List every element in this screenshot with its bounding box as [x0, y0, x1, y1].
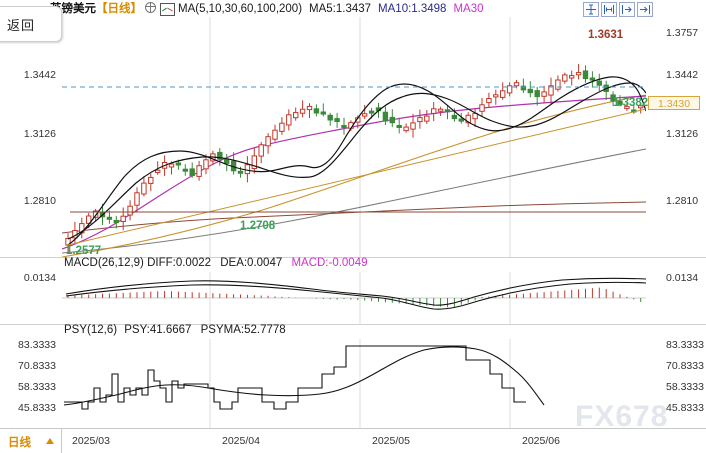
psyma-value: PSYMA:52.7778: [200, 324, 286, 336]
psy-axis-right-3: 45.8333: [666, 402, 704, 414]
sort-ascending-icon[interactable]: [46, 438, 54, 444]
price-axis-right-3: 1.2810: [666, 195, 699, 207]
annotation-high-1: 1.3631: [588, 29, 624, 41]
ma10-value: MA10:1.3498: [378, 3, 447, 15]
psy-title-line: PSY(12,6) PSY:41.6667 PSYMA:52.7778: [64, 324, 286, 336]
macd-title-line: MACD(26,12,9) DIFF:0.0022 DEA:0.0047 MAC…: [64, 257, 368, 269]
macd-axis-left-0: 0.0134: [23, 272, 56, 284]
price-axis-left-1: 1.3126: [23, 128, 56, 140]
price-plot-area[interactable]: [62, 17, 646, 258]
annotation-low-2: 1.2708: [240, 220, 276, 232]
macd-macd-value: MACD:-0.0049: [291, 257, 368, 269]
psy-axis-left-0: 83.3333: [18, 339, 56, 351]
ma-config-label: MA(5,10,30,60,100,200): [178, 3, 303, 15]
watermark: FX678: [575, 400, 669, 433]
ma30-value: MA30: [453, 3, 484, 15]
chart-header: 英镑美元【日线】 MA(5,10,30,60,100,200) MA5:1.3437…: [0, 0, 706, 17]
price-axis-right-2: 1.3126: [666, 128, 699, 140]
ma5-value: MA5:1.3437: [309, 3, 372, 15]
current-price-tag: 1.3430: [648, 96, 700, 110]
x-axis-label-3: 2025/06: [522, 435, 560, 447]
macd-chart-svg: [62, 272, 646, 325]
macd-panel: MACD(26,12,9) DIFF:0.0022 DEA:0.0047 MAC…: [0, 257, 706, 325]
psy-panel: PSY(12,6) PSY:41.6667 PSYMA:52.7778 83.3…: [0, 324, 706, 428]
footer-period-tag[interactable]: 日线: [8, 437, 31, 449]
zoom-out-tool-button[interactable]: [601, 2, 617, 17]
psy-axis-left-1: 70.8333: [18, 360, 56, 372]
chart-footer: 日线 2025/03 2025/04 2025/05 2025/06: [0, 428, 706, 453]
scroll-right-tool-button[interactable]: [637, 2, 653, 17]
psy-axis-right-0: 83.3333: [666, 339, 704, 351]
indicator-icon[interactable]: [160, 3, 175, 16]
period-label: 【日线】: [96, 3, 142, 15]
chart-toolbar: [583, 2, 653, 17]
back-button[interactable]: 返回: [0, 6, 62, 42]
price-chart-svg: [62, 17, 646, 258]
psy-chart-svg: [63, 339, 545, 428]
macd-plot-area[interactable]: [62, 272, 646, 325]
psy-axis-left-2: 58.3333: [18, 381, 56, 393]
x-axis-label-1: 2025/04: [222, 435, 260, 447]
header-info-line: 英镑美元【日线】 MA(5,10,30,60,100,200) MA5:1.3437…: [50, 1, 484, 17]
macd-axis-right-0: 0.0134: [666, 272, 699, 284]
macd-dea-value: DEA:0.0047: [220, 257, 283, 269]
psy-indicator-name: PSY(12,6): [64, 324, 118, 336]
back-button-label: 返回: [7, 18, 36, 33]
price-axis-right-0: 1.3757: [666, 27, 699, 39]
price-axis-left-2: 1.2810: [23, 195, 56, 207]
zoom-in-tool-button[interactable]: [619, 2, 635, 17]
footer-divider: [61, 429, 62, 453]
psy-plot-area[interactable]: [62, 339, 646, 428]
crosshair-icon[interactable]: [145, 2, 156, 13]
psy-value: PSY:41.6667: [124, 324, 192, 336]
annotation-low-1: 1.2577: [66, 245, 102, 257]
price-axis-left-0: 1.3442: [23, 69, 56, 81]
macd-diff-value: DIFF:0.0022: [147, 257, 212, 269]
annotation-low-3: 1.3382: [613, 97, 649, 109]
psy-axis-right-1: 70.8333: [666, 360, 704, 372]
psy-axis-right-2: 58.3333: [666, 381, 704, 393]
x-axis-label-0: 2025/03: [72, 435, 110, 447]
crosshair-tool-button[interactable]: [583, 2, 599, 17]
psy-axis-left-3: 45.8333: [18, 402, 56, 414]
price-panel: 757 1.3442 1.3126 1.2810 1.3757 1.3442 1…: [0, 11, 706, 258]
macd-indicator-name: MACD(26,12,9): [64, 257, 144, 269]
price-axis-right-1: 1.3442: [666, 69, 699, 81]
x-axis-label-2: 2025/05: [372, 435, 410, 447]
